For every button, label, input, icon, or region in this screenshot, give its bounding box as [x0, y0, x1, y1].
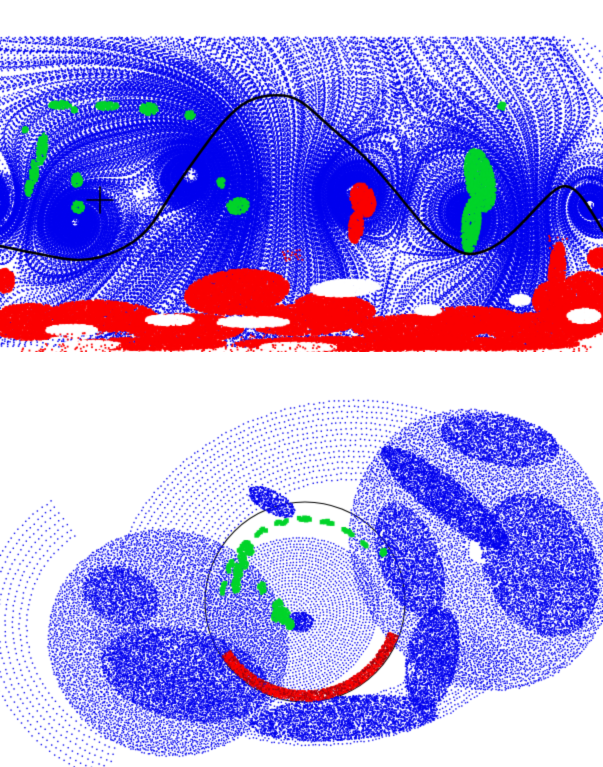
top-figure-equirect-map [0, 0, 603, 352]
sphere-view-canvas [0, 380, 603, 767]
bottom-figure-sphere-view [0, 380, 603, 767]
streamline-map-canvas [0, 0, 603, 352]
